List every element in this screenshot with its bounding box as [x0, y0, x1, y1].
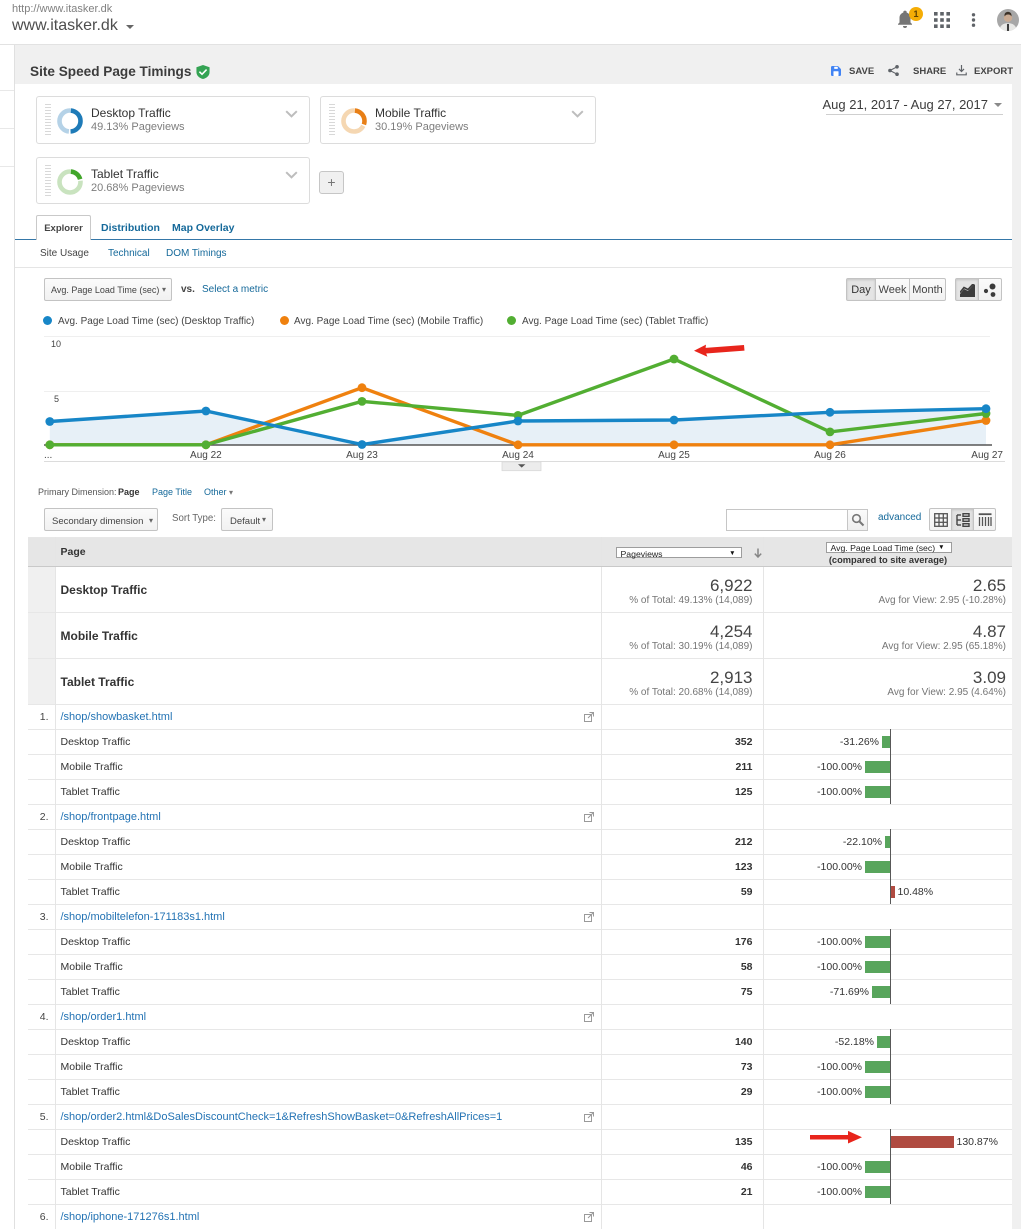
- svg-text:Aug 27: Aug 27: [971, 450, 1003, 461]
- svg-text:5: 5: [54, 394, 59, 404]
- svg-text:Aug 25: Aug 25: [658, 450, 690, 461]
- svg-text:10: 10: [51, 339, 61, 349]
- svg-text:Aug 24: Aug 24: [502, 450, 534, 461]
- svg-text:Aug 26: Aug 26: [814, 450, 846, 461]
- svg-text:Aug 23: Aug 23: [346, 450, 378, 461]
- svg-text:Aug 22: Aug 22: [190, 450, 222, 461]
- svg-text:...: ...: [44, 450, 52, 461]
